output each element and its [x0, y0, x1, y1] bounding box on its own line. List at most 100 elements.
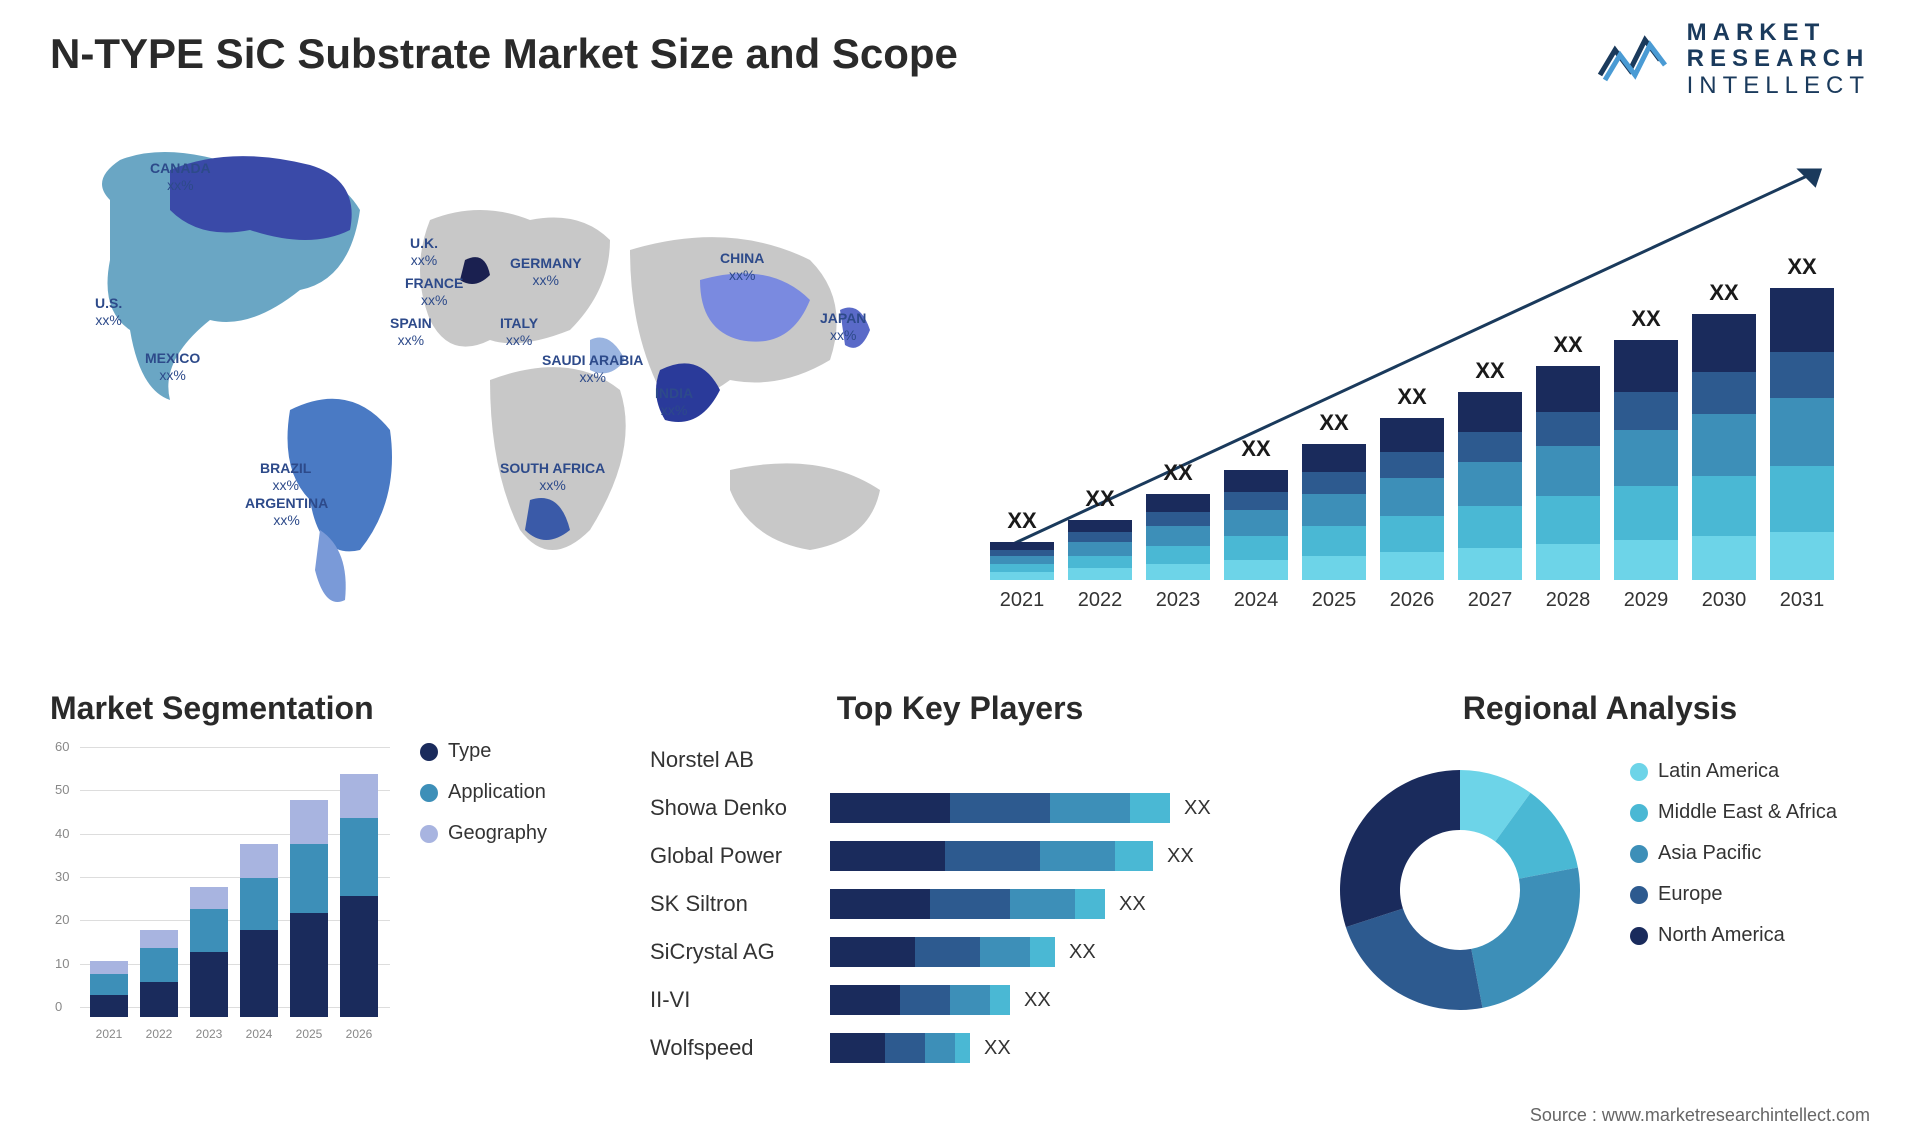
map-label-germany: GERMANYxx% [510, 255, 582, 289]
bar-segment [990, 564, 1054, 572]
map-label-canada: CANADAxx% [150, 160, 211, 194]
seg-bar-2024 [240, 844, 278, 1017]
bar-segment [1536, 446, 1600, 496]
seg-bar-2026 [340, 774, 378, 1017]
bar-segment [1458, 462, 1522, 506]
bar-year-label: 2024 [1224, 589, 1288, 612]
seg-bar-segment [190, 909, 228, 952]
legend-label: North America [1658, 924, 1785, 947]
seg-bar-segment [240, 930, 278, 1017]
regional-donut-chart [1320, 750, 1600, 1035]
regional-legend-item: Middle East & Africa [1630, 801, 1837, 824]
bar-value-label: XX [1302, 410, 1366, 436]
y-tick-label: 0 [55, 999, 62, 1014]
player-value-label: XX [1167, 845, 1194, 868]
bar-segment [1224, 492, 1288, 510]
player-bar-segment [945, 841, 1040, 871]
map-label-us: U.S.xx% [95, 295, 122, 329]
player-value-label: XX [1024, 989, 1051, 1012]
player-value-label: XX [1069, 941, 1096, 964]
bar-segment [1302, 472, 1366, 494]
bar-segment [1458, 548, 1522, 580]
regional-legend-item: Europe [1630, 883, 1837, 906]
seg-bar-2023 [190, 887, 228, 1017]
bar-segment [1068, 520, 1132, 532]
bar-value-label: XX [1068, 486, 1132, 512]
bar-value-label: XX [990, 508, 1054, 534]
player-row: Showa DenkoXX [650, 789, 1270, 827]
bar-year-label: 2030 [1692, 589, 1756, 612]
seg-year-label: 2023 [190, 1027, 228, 1041]
seg-bar-segment [240, 878, 278, 930]
player-bar [830, 793, 1170, 823]
seg-bar-segment [290, 844, 328, 913]
bar-segment [1536, 544, 1600, 580]
bar-segment [1536, 412, 1600, 446]
legend-dot-icon [420, 784, 438, 802]
legend-dot-icon [1630, 763, 1648, 781]
player-name: Wolfspeed [650, 1035, 830, 1061]
seg-year-label: 2024 [240, 1027, 278, 1041]
seg-year-label: 2026 [340, 1027, 378, 1041]
player-bar-segment [885, 1033, 925, 1063]
legend-label: Type [448, 740, 491, 763]
bar-value-label: XX [1224, 436, 1288, 462]
legend-label: Geography [448, 822, 547, 845]
seg-bar-2022 [140, 930, 178, 1017]
bar-segment [1692, 476, 1756, 536]
map-label-spain: SPAINxx% [390, 315, 432, 349]
map-label-southafrica: SOUTH AFRICAxx% [500, 460, 605, 494]
bar-segment [990, 542, 1054, 550]
main-bar-2028 [1536, 366, 1600, 580]
y-tick-label: 60 [55, 739, 69, 754]
legend-dot-icon [1630, 927, 1648, 945]
legend-label: Asia Pacific [1658, 842, 1761, 865]
legend-label: Latin America [1658, 760, 1779, 783]
seg-year-label: 2022 [140, 1027, 178, 1041]
bar-segment [1146, 546, 1210, 564]
player-row: SK SiltronXX [650, 885, 1270, 923]
player-name: SiCrystal AG [650, 939, 830, 965]
regional-legend-item: Latin America [1630, 760, 1837, 783]
bar-segment [1770, 398, 1834, 466]
page-title: N-TYPE SiC Substrate Market Size and Sco… [50, 30, 958, 78]
bar-year-label: 2022 [1068, 589, 1132, 612]
player-bar-segment [830, 841, 945, 871]
main-bar-2031 [1770, 288, 1834, 580]
bar-segment [1380, 418, 1444, 452]
player-bar-segment [830, 985, 900, 1015]
seg-year-label: 2021 [90, 1027, 128, 1041]
bar-value-label: XX [1692, 280, 1756, 306]
map-label-uk: U.K.xx% [410, 235, 438, 269]
seg-bar-2021 [90, 961, 128, 1017]
donut-slice [1340, 770, 1460, 927]
y-tick-label: 50 [55, 782, 69, 797]
main-bar-2021 [990, 542, 1054, 580]
player-name: II-VI [650, 987, 830, 1013]
player-bar-segment [1010, 889, 1075, 919]
bar-value-label: XX [1770, 254, 1834, 280]
player-bar-segment [830, 1033, 885, 1063]
seg-bar-segment [290, 913, 328, 1017]
bar-segment [1614, 392, 1678, 430]
main-bar-2026 [1380, 418, 1444, 580]
player-bar-segment [1130, 793, 1170, 823]
bar-segment [1224, 510, 1288, 536]
player-bar-segment [955, 1033, 970, 1063]
legend-dot-icon [1630, 845, 1648, 863]
segmentation-title: Market Segmentation [50, 690, 610, 727]
seg-bar-segment [340, 774, 378, 817]
player-row: SiCrystal AG XX [650, 933, 1270, 971]
bar-segment [990, 556, 1054, 564]
player-name: SK Siltron [650, 891, 830, 917]
bar-segment [1770, 288, 1834, 352]
player-bar-segment [950, 985, 990, 1015]
seg-bar-segment [340, 896, 378, 1017]
player-bar-segment [830, 937, 915, 967]
seg-bar-segment [140, 930, 178, 947]
segmentation-bar-chart: 0102030405060 202120222023202420252026 [50, 747, 390, 1047]
bar-segment [990, 572, 1054, 580]
market-size-bar-chart: XX2021XX2022XX2023XX2024XX2025XX2026XX20… [980, 150, 1860, 620]
bar-segment [1692, 414, 1756, 476]
donut-slice [1471, 868, 1580, 1008]
